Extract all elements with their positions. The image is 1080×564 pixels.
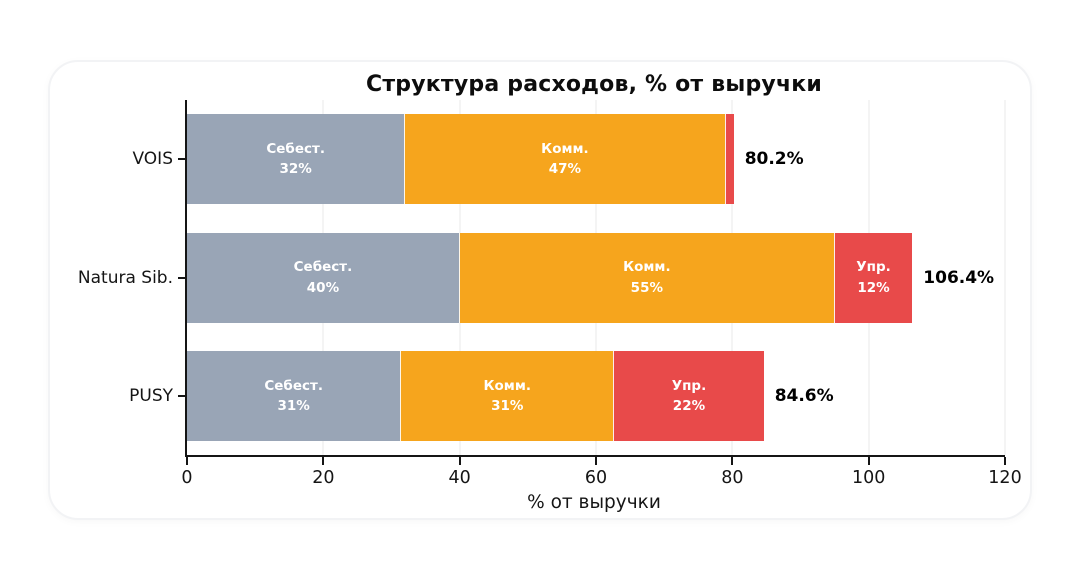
x-tick-label-60: 60: [584, 468, 608, 488]
y-tick-mark: [178, 394, 185, 397]
segment-sebest: Себест. 40%: [187, 232, 459, 323]
segment-pct-label: 55%: [630, 279, 663, 296]
x-tick-mark: [595, 457, 597, 465]
x-tick-label-80: 80: [721, 468, 744, 488]
segment-name-label: Комм.: [483, 377, 532, 394]
gridline-120: [1004, 100, 1006, 455]
segment-komm: Комм. 55%: [458, 232, 834, 323]
segment-upr: Упр. 22%: [613, 350, 764, 441]
segment-name-label: Себест.: [293, 259, 353, 276]
y-axis-label-vois: VOIS: [132, 149, 173, 170]
y-axis-label-pusy: PUSY: [129, 385, 173, 406]
segment-pct-label: 12%: [857, 279, 890, 296]
segment-pct-label: 47%: [548, 161, 582, 178]
segment-name-label: Упр.: [856, 259, 891, 276]
segment-name-label: Себест.: [266, 140, 325, 157]
total-label-vois: 80.2%: [744, 149, 804, 170]
segment-pct-label: 32%: [279, 161, 312, 178]
x-tick-label-0: 0: [181, 468, 193, 488]
x-tick-mark: [731, 457, 734, 465]
bar-vois: Себест. 32% Комм. 47%: [187, 114, 734, 205]
total-label-pusy: 84.6%: [774, 385, 834, 406]
segment-name-label: Комм.: [541, 140, 589, 157]
y-axis-label-natura-sib: Natura Sib.: [77, 267, 173, 288]
segment-name-label: Себест.: [264, 377, 323, 394]
x-axis-title: % от выручки: [527, 492, 661, 513]
x-tick-label-120: 120: [988, 468, 1022, 488]
x-tick-label-40: 40: [448, 468, 471, 488]
total-label-natura-sib: 106.4%: [923, 267, 995, 288]
segment-pct-label: 31%: [491, 397, 524, 414]
x-tick-mark: [867, 457, 870, 465]
segment-name-label: Упр.: [671, 377, 707, 394]
segment-upr: [724, 114, 734, 205]
segment-upr: Упр. 12%: [833, 232, 913, 323]
x-tick-mark: [322, 457, 325, 465]
plot-area: Себест. 32% Комм. 47% 80.2% VOIS Себест. 40% Ком…: [78, 100, 1022, 488]
segment-name-label: Комм.: [623, 259, 671, 276]
x-tick-mark: [186, 457, 188, 465]
y-tick-mark: [178, 276, 185, 279]
y-tick-mark: [178, 158, 185, 161]
segment-komm: Комм. 31%: [400, 350, 614, 441]
segment-pct-label: 22%: [672, 397, 706, 414]
segment-sebest: Себест. 31%: [187, 350, 401, 441]
segment-pct-label: 40%: [306, 279, 340, 296]
x-tick-mark: [458, 457, 461, 465]
x-tick-label-100: 100: [851, 468, 886, 488]
segment-komm: Комм. 47%: [404, 114, 725, 205]
x-tick-label-20: 20: [312, 468, 335, 488]
bar-pusy: Себест. 31% Комм. 31% Упр. 22%: [187, 350, 764, 441]
segment-sebest: Себест. 32%: [187, 114, 405, 205]
bar-natura-sib: Себест. 40% Комм. 55% Упр. 12%: [187, 232, 913, 323]
chart-title: Структура расходов, % от выручки: [365, 72, 822, 97]
chart-card: Структура расходов, % от выручки Себест.…: [48, 60, 1032, 520]
segment-pct-label: 31%: [277, 397, 310, 414]
x-tick-mark: [1004, 457, 1006, 465]
